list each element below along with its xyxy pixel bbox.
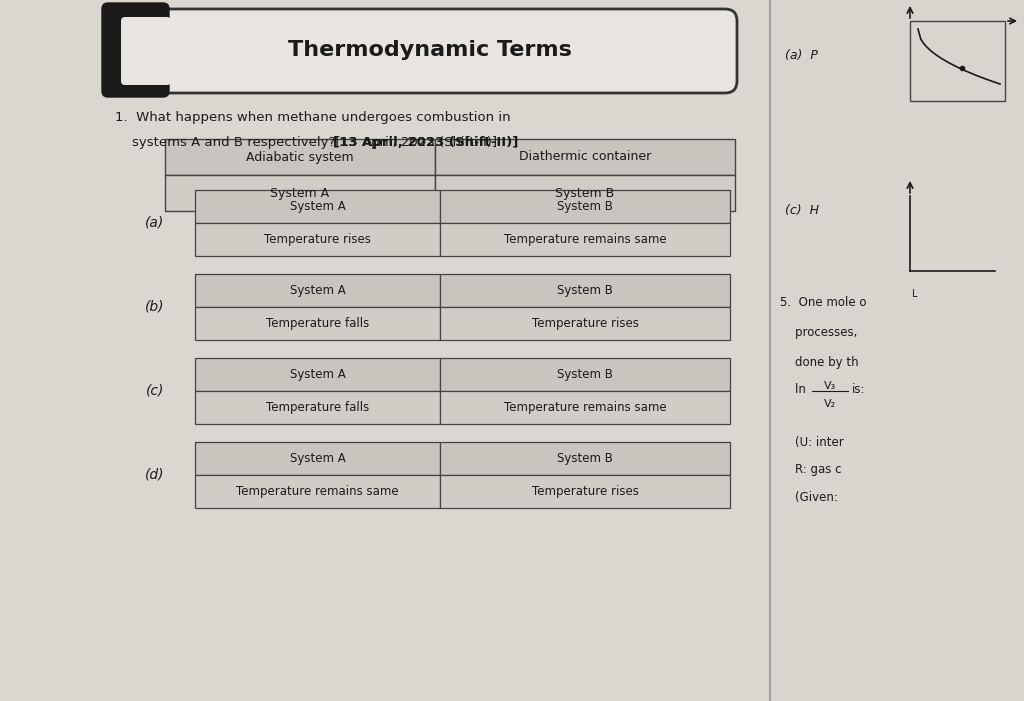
Text: 1.  What happens when methane undergoes combustion in: 1. What happens when methane undergoes c… — [115, 111, 511, 124]
Bar — [165, 175, 435, 211]
Text: (Given:: (Given: — [780, 491, 838, 504]
Bar — [770, 0, 1024, 701]
Text: (U: inter: (U: inter — [780, 436, 844, 449]
Text: is:: is: — [852, 383, 865, 396]
Text: processes,: processes, — [780, 326, 857, 339]
Bar — [195, 190, 440, 223]
Text: System B: System B — [557, 368, 613, 381]
Text: Temperature falls: Temperature falls — [266, 317, 369, 330]
Text: Temperature remains same: Temperature remains same — [504, 233, 667, 246]
Bar — [195, 358, 440, 391]
Text: System A: System A — [290, 284, 345, 297]
Bar — [440, 190, 730, 223]
Text: (d): (d) — [145, 468, 165, 482]
Bar — [0, 0, 770, 701]
Bar — [195, 223, 440, 256]
Text: Adiabatic system: Adiabatic system — [246, 151, 354, 163]
Bar — [440, 391, 730, 424]
Text: 5.  One mole o: 5. One mole o — [780, 296, 866, 309]
Bar — [440, 358, 730, 391]
Bar — [165, 139, 435, 175]
Text: System A: System A — [270, 186, 330, 200]
Text: Temperature remains same: Temperature remains same — [504, 401, 667, 414]
Text: System A: System A — [290, 200, 345, 213]
Text: Temperature rises: Temperature rises — [531, 317, 638, 330]
Text: Temperature rises: Temperature rises — [264, 233, 371, 246]
Text: ln: ln — [780, 383, 810, 396]
Text: System B: System B — [557, 452, 613, 465]
Bar — [435, 139, 735, 175]
Text: systems A and B respectively?[13 April, 2023 (Shift-II)]: systems A and B respectively?[13 April, … — [115, 136, 497, 149]
Text: System A: System A — [290, 368, 345, 381]
Bar — [195, 442, 440, 475]
Bar — [195, 391, 440, 424]
Text: L: L — [912, 289, 918, 299]
Text: (a)  P: (a) P — [785, 50, 818, 62]
Bar — [440, 442, 730, 475]
Text: (b): (b) — [145, 300, 165, 314]
FancyBboxPatch shape — [121, 17, 171, 85]
Text: V₃: V₃ — [824, 381, 837, 391]
Text: Temperature rises: Temperature rises — [531, 485, 638, 498]
Text: System A: System A — [290, 452, 345, 465]
Text: V₂: V₂ — [824, 399, 836, 409]
Bar — [435, 175, 735, 211]
Text: done by th: done by th — [780, 356, 859, 369]
Text: Diathermic container: Diathermic container — [519, 151, 651, 163]
Text: R: gas c: R: gas c — [780, 463, 842, 476]
Text: Temperature falls: Temperature falls — [266, 401, 369, 414]
Bar — [195, 475, 440, 508]
Text: [13 April, 2023 (Shift-II)]: [13 April, 2023 (Shift-II)] — [333, 136, 518, 149]
Bar — [440, 475, 730, 508]
Bar — [195, 274, 440, 307]
Text: System B: System B — [557, 200, 613, 213]
Text: Temperature remains same: Temperature remains same — [237, 485, 398, 498]
FancyBboxPatch shape — [102, 3, 169, 97]
FancyBboxPatch shape — [123, 9, 737, 93]
Text: (a): (a) — [145, 216, 165, 230]
Text: System B: System B — [555, 186, 614, 200]
Bar — [910, 21, 1005, 101]
Bar — [440, 307, 730, 340]
Text: (c): (c) — [145, 384, 164, 398]
Bar — [440, 223, 730, 256]
Bar — [440, 274, 730, 307]
Text: Thermodynamic Terms: Thermodynamic Terms — [288, 41, 572, 60]
Bar — [195, 307, 440, 340]
Text: (c)  H: (c) H — [785, 205, 819, 217]
Text: System B: System B — [557, 284, 613, 297]
